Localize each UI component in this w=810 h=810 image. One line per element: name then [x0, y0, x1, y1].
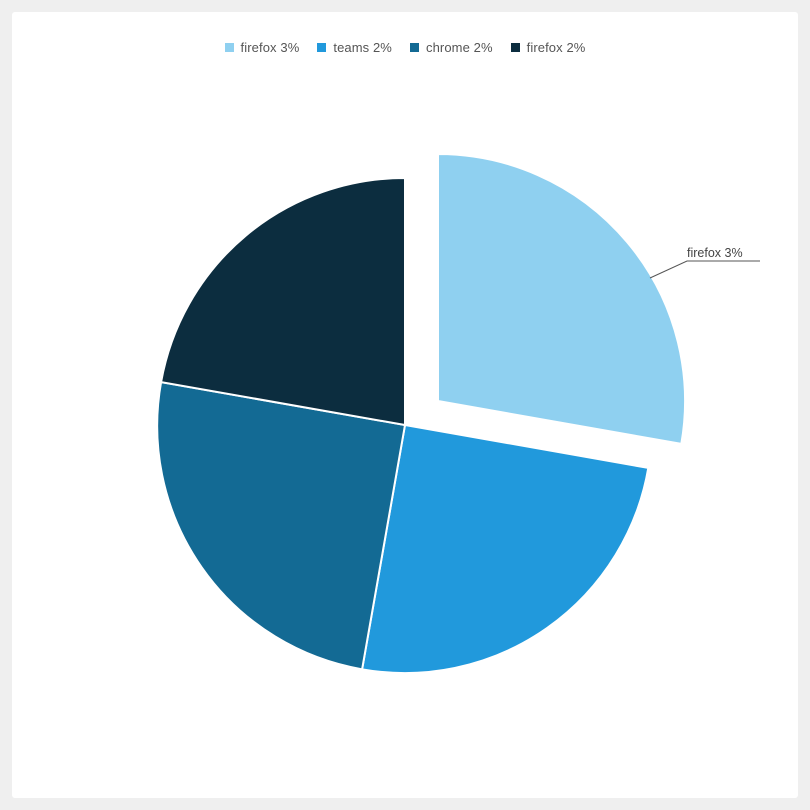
pie-slice-firefox-2[interactable]	[159, 176, 406, 427]
legend-swatch-icon	[409, 43, 419, 52]
callout-label-firefox-3: firefox 3%	[687, 246, 743, 260]
legend-swatch-icon	[317, 43, 327, 52]
legend-swatch-icon	[224, 43, 234, 52]
legend-item-firefox-3[interactable]: firefox 3%	[224, 40, 300, 55]
pie-slice-firefox-3[interactable]	[437, 152, 687, 446]
pie-slice-firefox-3-group	[437, 152, 687, 446]
callout-leader-line	[649, 260, 760, 279]
legend-item-label: firefox 3%	[240, 40, 300, 55]
chart-card: firefox 3% teams 2% chrome 2% firefox 2%…	[12, 12, 798, 798]
legend-item-label: teams 2%	[333, 40, 392, 55]
pie-slice-chrome-2[interactable]	[156, 380, 407, 671]
pie-slice-teams-2[interactable]	[360, 423, 650, 674]
legend-item-teams-2[interactable]: teams 2%	[317, 40, 392, 55]
legend-item-label: chrome 2%	[425, 40, 493, 55]
legend-swatch-icon	[510, 43, 520, 52]
legend-item-firefox-2[interactable]: firefox 2%	[510, 40, 586, 55]
chart-legend: firefox 3% teams 2% chrome 2% firefox 2%	[12, 40, 798, 55]
legend-item-label: firefox 2%	[526, 40, 586, 55]
legend-item-chrome-2[interactable]: chrome 2%	[409, 40, 493, 55]
pie-chart-plot: firefox 3%	[156, 152, 760, 674]
